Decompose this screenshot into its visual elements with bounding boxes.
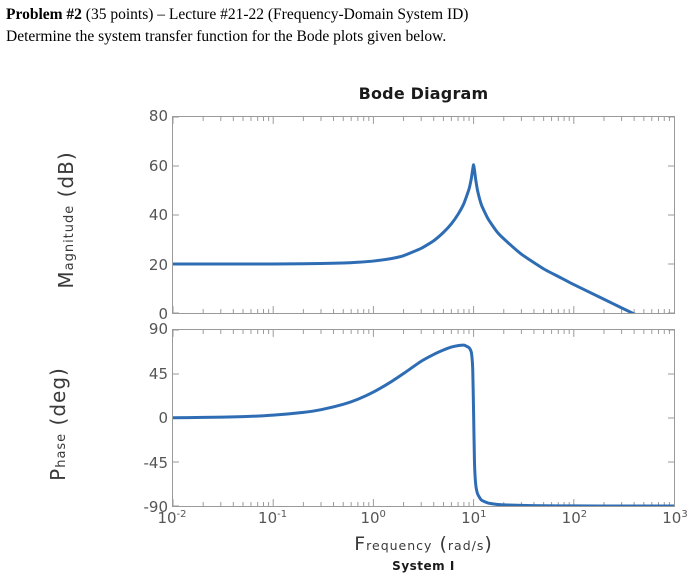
frequency-axis-label-cap: F	[354, 533, 367, 555]
chart-title: Bode Diagram	[358, 84, 489, 103]
phase-axis-label-cap: P	[46, 467, 70, 481]
x-tick-label: 10-1	[258, 509, 288, 527]
data-curve	[173, 345, 674, 506]
phase-axis-label-units: (deg)	[46, 367, 70, 433]
frequency-axis-units: rad/s	[447, 538, 485, 553]
magnitude-axis-label-rest: agnitude	[62, 204, 77, 271]
y-tick-label: 60	[148, 156, 168, 175]
x-tick-label: 100	[360, 509, 386, 527]
frequency-axis-label-rest: requency	[366, 538, 433, 553]
problem-number-detail: (35 points) – Lecture #21-22 (Frequency-…	[81, 6, 469, 23]
y-tick-label: 0	[158, 305, 168, 323]
phase-y-axis-ticks: -90 -45 0 45 90	[126, 320, 169, 516]
x-tick-marks	[173, 330, 670, 506]
y-tick-label: 45	[148, 364, 168, 383]
y-tick-label: 90	[148, 320, 168, 338]
problem-header: Problem #2 (35 points) – Lecture #21-22 …	[6, 4, 694, 49]
magnitude-axis-label-cap: M	[54, 270, 78, 289]
magnitude-plot-canvas	[173, 117, 674, 313]
frequency-axis-units-open: (	[432, 533, 448, 555]
y-tick-marks	[173, 330, 674, 506]
magnitude-y-axis-ticks: 0 20 40 60 80	[126, 107, 168, 323]
y-tick-label: -90	[143, 498, 169, 516]
y-tick-label: 20	[148, 255, 168, 274]
phase-axis-label: Phase (deg)	[46, 344, 70, 504]
frequency-axis-ticks: 10-2 10-1 100 101 102 103	[157, 509, 687, 535]
y-tick-label: -45	[143, 453, 169, 472]
problem-number: Problem #2	[6, 6, 82, 23]
problem-statement-line-2: Determine the system transfer function f…	[6, 28, 447, 46]
x-tick-label: 10-2	[157, 509, 187, 527]
x-tick-marks	[173, 117, 670, 313]
phase-plot-canvas	[173, 330, 674, 506]
y-tick-label: 40	[148, 206, 168, 224]
problem-statement-line-1: Problem #2 (35 points) – Lecture #21-22 …	[6, 4, 694, 26]
frequency-axis-units-close: )	[484, 533, 493, 555]
y-tick-marks	[173, 117, 674, 313]
magnitude-plot-panel	[172, 116, 675, 314]
magnitude-axis-label: Magnitude (dB)	[54, 140, 78, 300]
x-tick-label: 101	[461, 509, 487, 527]
frequency-axis-label: Frequency (rad/s)	[172, 533, 675, 555]
y-tick-label: 0	[158, 409, 168, 427]
phase-plot-panel	[172, 329, 675, 507]
y-tick-label: 80	[148, 107, 168, 125]
x-tick-label: 102	[561, 509, 588, 527]
magnitude-axis-label-units: (dB)	[54, 151, 78, 205]
data-curve	[173, 165, 674, 313]
x-tick-label: 103	[662, 509, 688, 527]
bode-diagram-figure: Bode Diagram 0 20 40 60 80 Magnitude (dB) -9…	[0, 70, 699, 588]
phase-axis-label-rest: hase	[54, 432, 69, 468]
figure-subcaption: System I	[392, 559, 455, 573]
